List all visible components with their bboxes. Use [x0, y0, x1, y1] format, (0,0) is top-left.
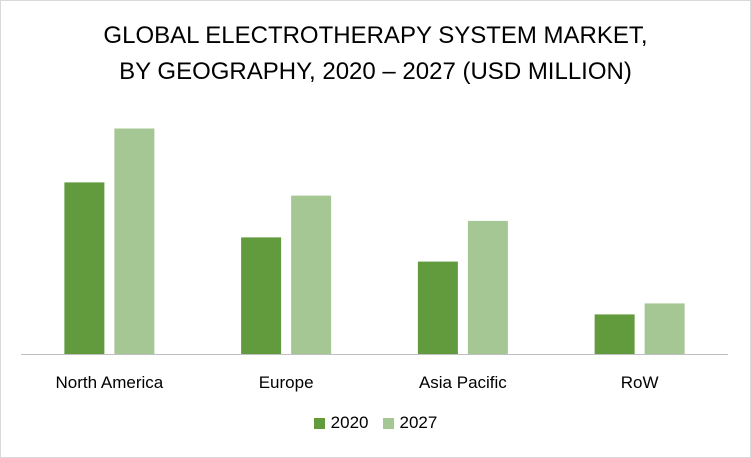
bar-2027-north-america [114, 128, 155, 354]
legend-item-2020: 2020 [313, 413, 369, 433]
legend-swatch-2020 [313, 417, 325, 429]
legend-label-2020: 2020 [330, 413, 369, 432]
bar-2027-asia-pacific [467, 220, 508, 354]
legend-swatch-2027 [382, 417, 394, 429]
bar-2020-asia-pacific [417, 261, 458, 354]
bar-2020-europe [241, 237, 282, 354]
bar-2020-north-america [64, 182, 105, 354]
chart-title-line-2: BY GEOGRAPHY, 2020 – 2027 (USD MILLION) [119, 58, 632, 85]
legend-item-2027: 2027 [382, 413, 438, 433]
chart-title-line-1: GLOBAL ELECTROTHERAPY SYSTEM MARKET, [103, 22, 648, 49]
legend: 2020 2027 [0, 413, 751, 433]
bar-2027-row [644, 303, 685, 354]
bars-group [64, 128, 685, 354]
legend-label-2027: 2027 [399, 413, 438, 432]
category-labels: North America Europe Asia Pacific RoW [56, 373, 659, 392]
category-label-asia-pacific: Asia Pacific [419, 373, 507, 392]
chart-title: GLOBAL ELECTROTHERAPY SYSTEM MARKET, BY … [0, 18, 751, 90]
category-label-row: RoW [621, 373, 659, 392]
bar-2020-row [594, 314, 635, 354]
category-label-north-america: North America [56, 373, 164, 392]
category-label-europe: Europe [259, 373, 314, 392]
bar-2027-europe [291, 195, 332, 354]
